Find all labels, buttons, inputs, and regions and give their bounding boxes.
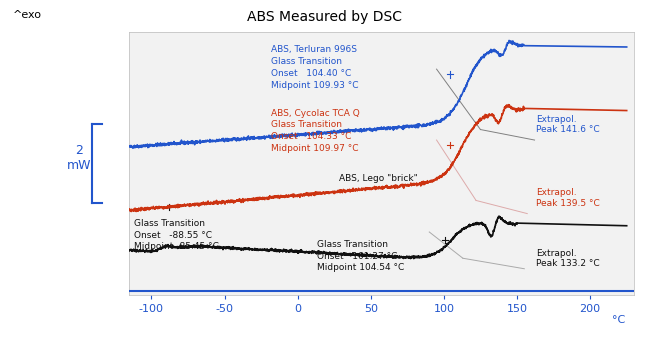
Text: ABS, Terluran 996S
Glass Transition
Onset   104.40 °C
Midpoint 109.93 °C: ABS, Terluran 996S Glass Transition Onse… [271, 45, 359, 90]
Text: Extrapol.
Peak 139.5 °C: Extrapol. Peak 139.5 °C [536, 188, 600, 208]
Text: Extrapol.
Peak 141.6 °C: Extrapol. Peak 141.6 °C [536, 115, 600, 134]
Text: ABS, Cycolac TCA Q
Glass Transition
Onset   104.33 °C
Midpoint 109.97 °C: ABS, Cycolac TCA Q Glass Transition Onse… [271, 109, 360, 153]
Text: ABS Measured by DSC: ABS Measured by DSC [247, 10, 402, 24]
Text: °C: °C [612, 315, 626, 325]
Text: 2
mW: 2 mW [67, 144, 92, 172]
Text: Extrapol.
Peak 133.2 °C: Extrapol. Peak 133.2 °C [536, 248, 600, 268]
Text: ^exo: ^exo [13, 10, 42, 20]
Text: ABS, Lego "brick": ABS, Lego "brick" [339, 174, 417, 183]
Text: Glass Transition
Onset   101.27 °C
Midpoint 104.54 °C: Glass Transition Onset 101.27 °C Midpoin… [317, 240, 404, 272]
Text: Glass Transition
Onset   -88.55 °C
Midpoint -85.45 °C: Glass Transition Onset -88.55 °C Midpoin… [134, 219, 219, 252]
